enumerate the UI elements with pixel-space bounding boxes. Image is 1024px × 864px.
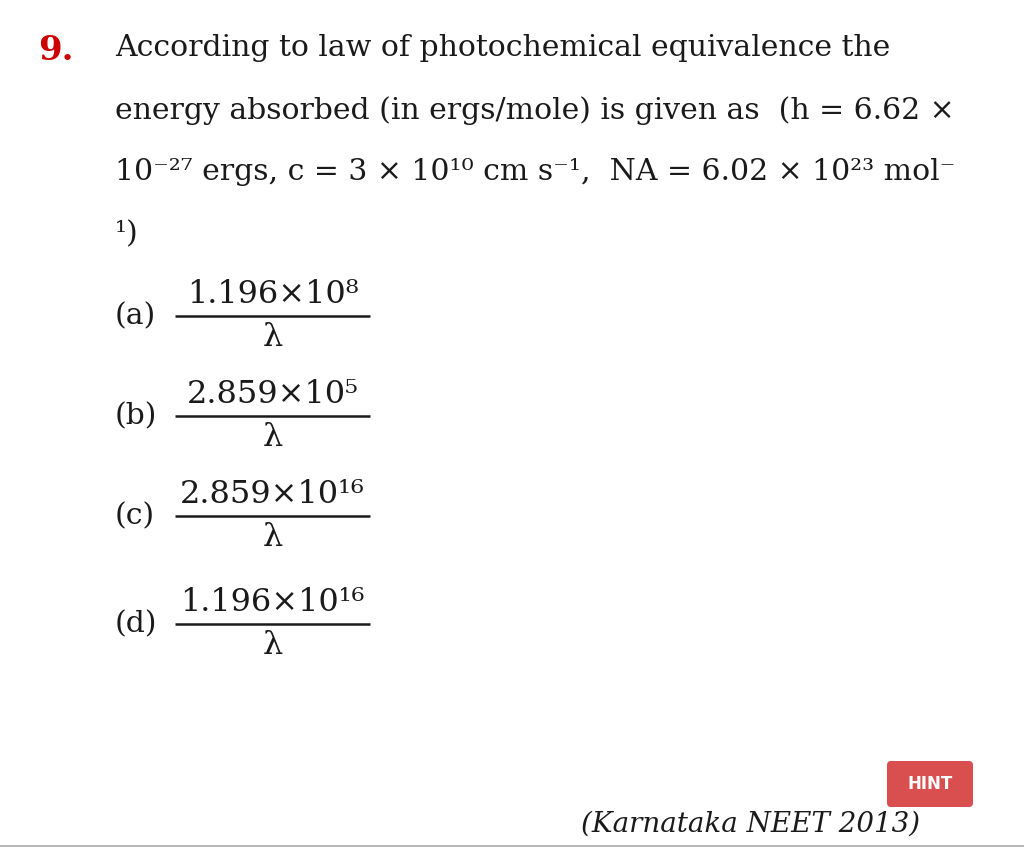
Text: 9.: 9. xyxy=(38,34,74,67)
Text: λ: λ xyxy=(262,522,283,553)
Text: 2.859×10¹⁶: 2.859×10¹⁶ xyxy=(180,479,365,510)
Text: 10⁻²⁷ ergs, c = 3 × 10¹⁰ cm s⁻¹,  NA = 6.02 × 10²³ mol⁻: 10⁻²⁷ ergs, c = 3 × 10¹⁰ cm s⁻¹, NA = 6.… xyxy=(115,158,955,186)
FancyBboxPatch shape xyxy=(887,761,973,807)
Text: 1.196×10¹⁶: 1.196×10¹⁶ xyxy=(180,587,365,618)
Text: (b): (b) xyxy=(115,402,158,430)
Text: 2.859×10⁵: 2.859×10⁵ xyxy=(186,379,358,410)
Text: (d): (d) xyxy=(115,610,158,638)
Text: (Karnataka NEET 2013): (Karnataka NEET 2013) xyxy=(581,810,920,837)
Text: energy absorbed (in ergs/mole) is given as  (h = 6.62 ×: energy absorbed (in ergs/mole) is given … xyxy=(115,96,954,124)
Text: HINT: HINT xyxy=(907,775,952,793)
Text: According to law of photochemical equivalence the: According to law of photochemical equiva… xyxy=(115,34,890,62)
Text: λ: λ xyxy=(262,322,283,353)
Text: λ: λ xyxy=(262,630,283,661)
Text: (c): (c) xyxy=(115,502,155,530)
Text: (a): (a) xyxy=(115,302,157,330)
Text: ¹): ¹) xyxy=(115,220,138,248)
Text: 1.196×10⁸: 1.196×10⁸ xyxy=(186,279,358,310)
Text: λ: λ xyxy=(262,422,283,453)
